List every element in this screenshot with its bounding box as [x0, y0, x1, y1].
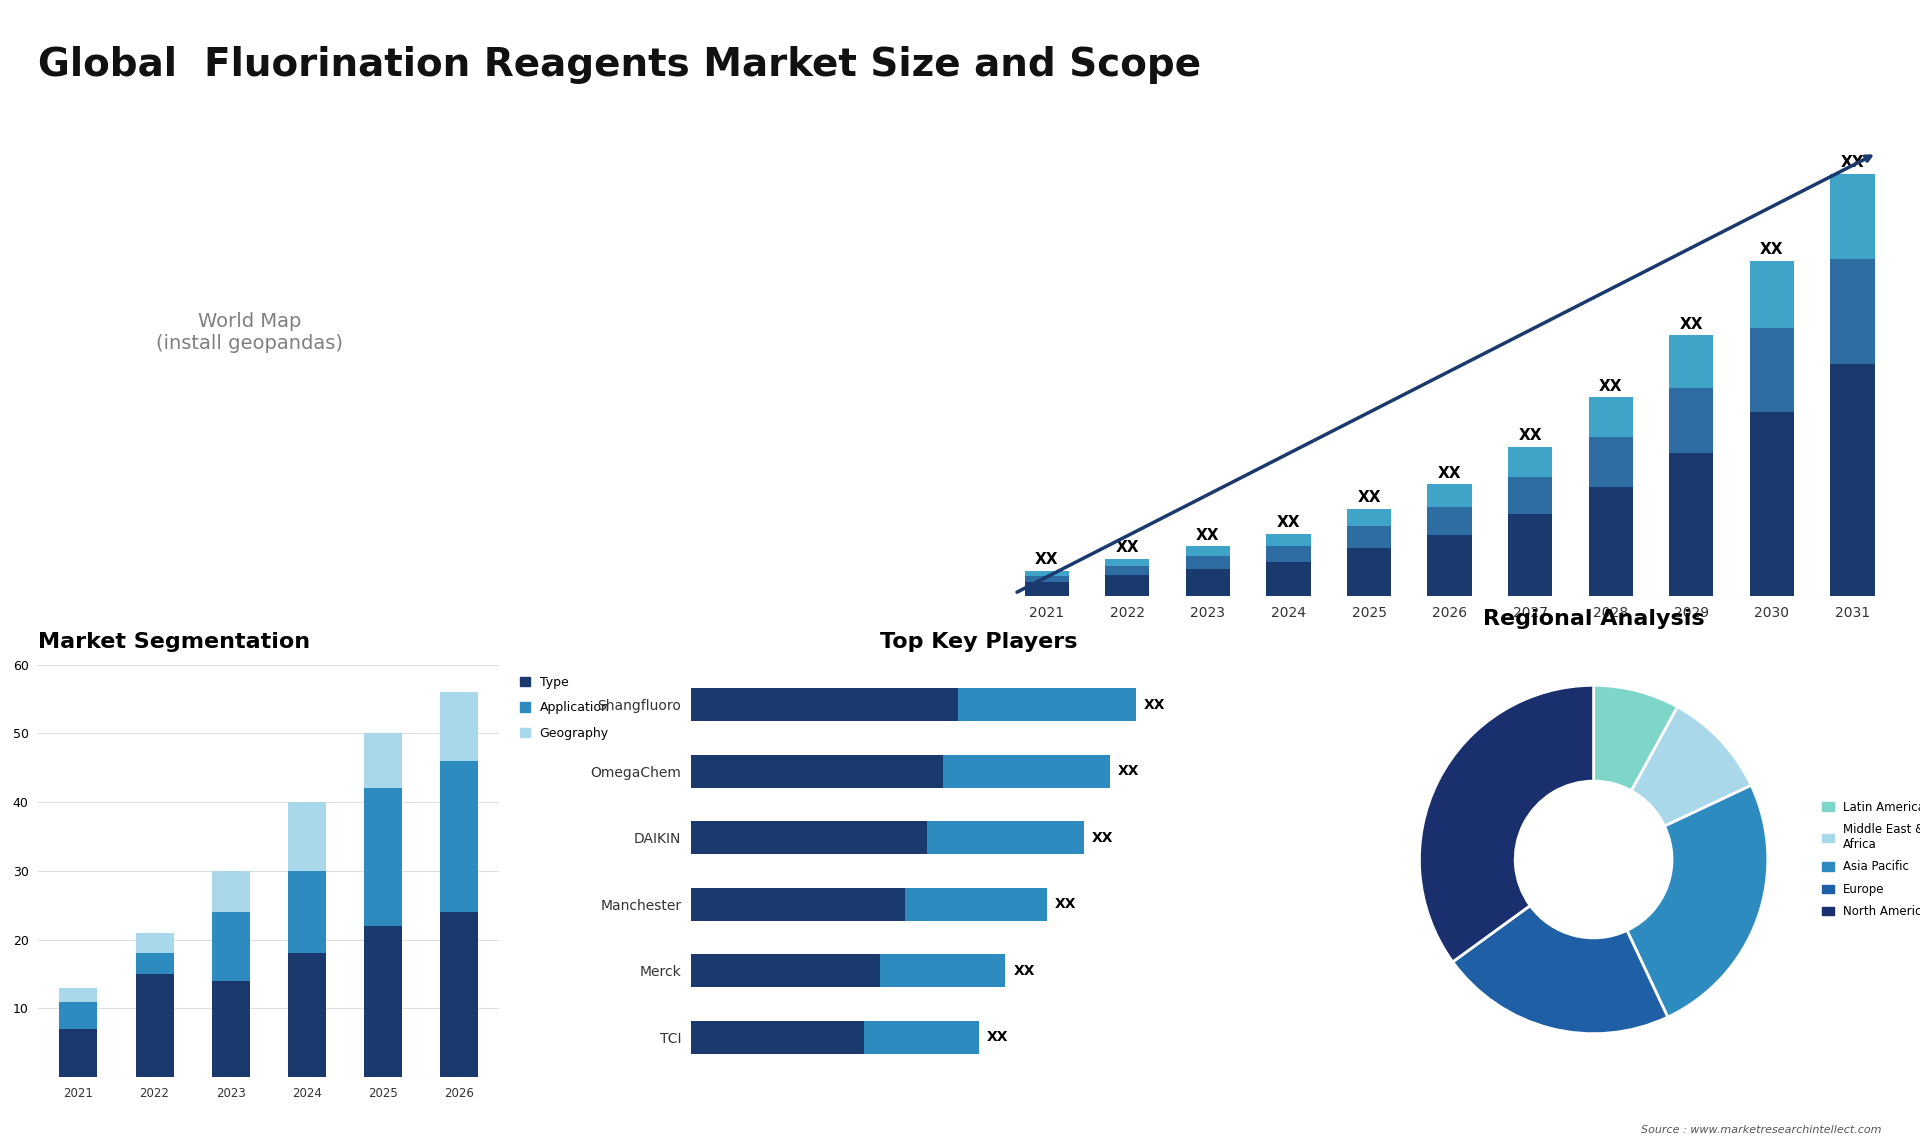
- Bar: [1830, 174, 1874, 259]
- Text: XX: XX: [1277, 516, 1300, 531]
- Bar: [1749, 328, 1793, 411]
- Bar: [1267, 562, 1311, 596]
- Bar: [691, 821, 927, 854]
- Bar: [1668, 453, 1713, 596]
- Text: XX: XX: [1056, 897, 1077, 911]
- Text: XX: XX: [1014, 964, 1035, 978]
- Bar: [864, 1021, 979, 1054]
- Bar: [1427, 534, 1473, 596]
- Legend: Type, Application, Geography: Type, Application, Geography: [515, 670, 614, 745]
- Bar: [1106, 575, 1150, 596]
- Bar: [943, 754, 1110, 787]
- Wedge shape: [1632, 707, 1751, 826]
- Bar: [1507, 477, 1553, 515]
- Bar: [958, 688, 1137, 721]
- Text: Source : www.marketresearchintellect.com: Source : www.marketresearchintellect.com: [1642, 1124, 1882, 1135]
- Bar: [365, 926, 401, 1077]
- Bar: [1187, 556, 1231, 568]
- Text: XX: XX: [1519, 429, 1542, 444]
- Text: XX: XX: [1761, 242, 1784, 258]
- Bar: [365, 733, 401, 788]
- Bar: [1346, 509, 1392, 526]
- Bar: [1346, 548, 1392, 596]
- Text: XX: XX: [1438, 465, 1461, 480]
- Bar: [1025, 571, 1069, 576]
- Bar: [1187, 568, 1231, 596]
- Text: XX: XX: [1035, 552, 1058, 567]
- Bar: [60, 988, 98, 1002]
- Bar: [1588, 487, 1632, 596]
- Bar: [365, 788, 401, 926]
- Wedge shape: [1453, 905, 1668, 1034]
- Bar: [1346, 526, 1392, 548]
- Bar: [1830, 364, 1874, 596]
- Bar: [288, 871, 326, 953]
- Bar: [927, 821, 1085, 854]
- Bar: [879, 955, 1006, 988]
- Bar: [136, 974, 173, 1077]
- Bar: [60, 1029, 98, 1077]
- Wedge shape: [1419, 685, 1594, 961]
- Wedge shape: [1626, 785, 1768, 1018]
- Bar: [1025, 576, 1069, 582]
- Bar: [136, 933, 173, 953]
- Bar: [211, 912, 250, 981]
- Text: XX: XX: [1841, 156, 1864, 171]
- Bar: [691, 888, 904, 921]
- Bar: [1427, 485, 1473, 507]
- Bar: [691, 955, 879, 988]
- Text: XX: XX: [1599, 378, 1622, 394]
- Text: World Map
(install geopandas): World Map (install geopandas): [156, 312, 344, 353]
- Text: XX: XX: [1117, 764, 1139, 778]
- Bar: [904, 888, 1046, 921]
- Bar: [1267, 534, 1311, 547]
- Bar: [1507, 515, 1553, 596]
- Bar: [1588, 437, 1632, 487]
- Bar: [691, 754, 943, 787]
- Bar: [1267, 547, 1311, 562]
- Bar: [1749, 411, 1793, 596]
- Bar: [1106, 559, 1150, 566]
- Bar: [1588, 398, 1632, 437]
- Bar: [1025, 582, 1069, 596]
- Bar: [1106, 566, 1150, 575]
- Text: Market Segmentation: Market Segmentation: [38, 631, 311, 652]
- Bar: [440, 912, 478, 1077]
- Bar: [1668, 336, 1713, 387]
- Title: Regional Analysis: Regional Analysis: [1482, 609, 1705, 629]
- Wedge shape: [1594, 685, 1678, 791]
- Bar: [1749, 261, 1793, 328]
- Bar: [211, 871, 250, 912]
- Bar: [1830, 259, 1874, 364]
- Text: XX: XX: [1680, 316, 1703, 331]
- Text: XX: XX: [987, 1030, 1008, 1044]
- Legend: Latin America, Middle East &
Africa, Asia Pacific, Europe, North America: Latin America, Middle East & Africa, Asi…: [1816, 795, 1920, 924]
- Text: XX: XX: [1092, 831, 1114, 845]
- Text: XX: XX: [1357, 490, 1380, 505]
- Bar: [440, 692, 478, 761]
- Bar: [691, 1021, 864, 1054]
- Bar: [136, 953, 173, 974]
- Text: XX: XX: [1196, 527, 1219, 542]
- Bar: [691, 688, 958, 721]
- Title: Top Key Players: Top Key Players: [881, 631, 1077, 652]
- Bar: [60, 1002, 98, 1029]
- Bar: [1507, 447, 1553, 477]
- Bar: [288, 802, 326, 871]
- Bar: [440, 761, 478, 912]
- Text: Global  Fluorination Reagents Market Size and Scope: Global Fluorination Reagents Market Size…: [38, 46, 1202, 84]
- Bar: [1668, 387, 1713, 453]
- Text: XX: XX: [1144, 698, 1165, 712]
- Bar: [288, 953, 326, 1077]
- Bar: [1187, 547, 1231, 556]
- Text: XX: XX: [1116, 540, 1139, 555]
- Bar: [211, 981, 250, 1077]
- Bar: [1427, 507, 1473, 534]
